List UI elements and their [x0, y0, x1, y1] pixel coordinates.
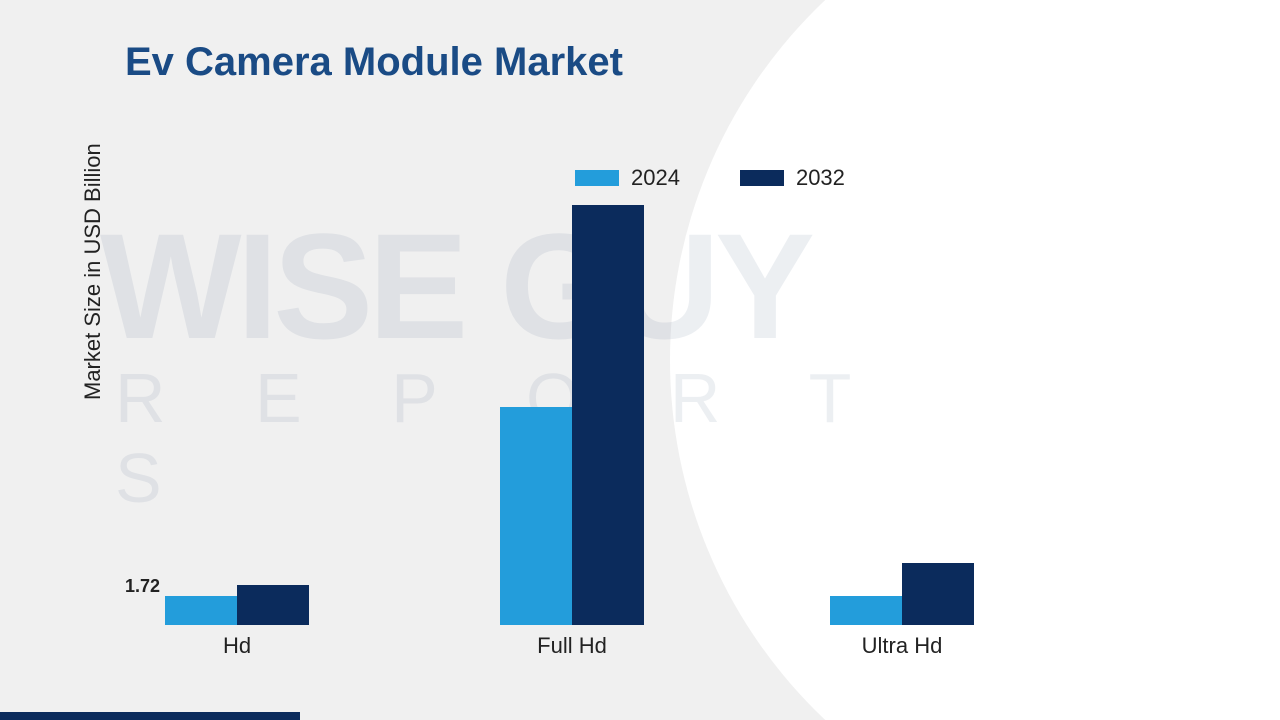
chart-plot-area: 1.72HdFull HdUltra Hd — [110, 205, 960, 625]
bar-value-label: 1.72 — [125, 576, 160, 597]
y-axis-label: Market Size in USD Billion — [80, 143, 106, 400]
bar-group: 1.72Hd — [165, 585, 309, 625]
category-label: Full Hd — [537, 633, 607, 659]
bar — [237, 585, 309, 625]
legend: 2024 2032 — [575, 165, 845, 191]
category-label: Ultra Hd — [862, 633, 943, 659]
legend-swatch — [575, 170, 619, 186]
bar — [830, 596, 902, 625]
legend-item: 2032 — [740, 165, 845, 191]
legend-label: 2032 — [796, 165, 845, 191]
logo-head-icon — [1185, 25, 1253, 108]
bottom-accent-bar — [0, 712, 300, 720]
logo-sub: R E P O R T S — [985, 79, 1177, 97]
chart-title: Ev Camera Module Market — [125, 40, 623, 85]
category-label: Hd — [223, 633, 251, 659]
chart-stage: Ev Camera Module Market WISE GUY R E P O… — [0, 0, 1280, 720]
bar — [500, 407, 572, 625]
legend-label: 2024 — [631, 165, 680, 191]
logo-text: WISE GUY R E P O R T S — [985, 37, 1177, 97]
bar — [902, 563, 974, 625]
legend-item: 2024 — [575, 165, 680, 191]
bar-group: Full Hd — [500, 205, 644, 625]
brand-logo: WISE GUY R E P O R T S — [985, 25, 1265, 108]
logo-main: WISE GUY — [985, 37, 1177, 77]
bar — [572, 205, 644, 625]
bar-group: Ultra Hd — [830, 563, 974, 625]
legend-swatch — [740, 170, 784, 186]
bar — [165, 596, 237, 625]
